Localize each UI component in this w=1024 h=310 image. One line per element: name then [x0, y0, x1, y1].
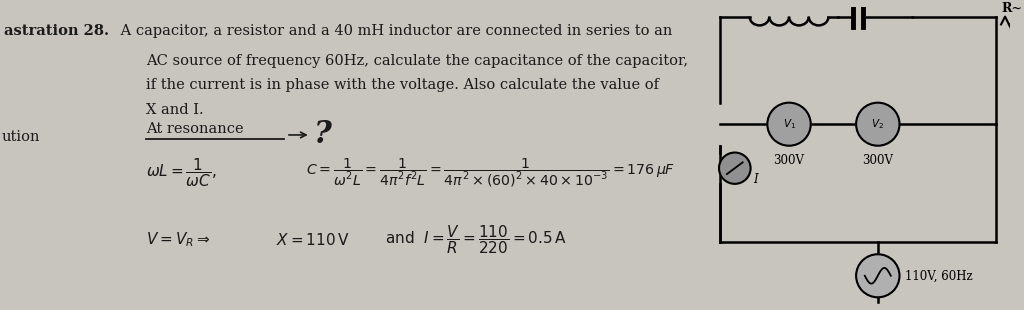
Text: astration 28.: astration 28.: [4, 24, 109, 38]
Text: $\omega L = \dfrac{1}{\omega C}$,: $\omega L = \dfrac{1}{\omega C}$,: [146, 157, 217, 189]
Circle shape: [856, 254, 899, 297]
Text: A capacitor, a resistor and a 40 mH inductor are connected in series to an: A capacitor, a resistor and a 40 mH indu…: [117, 24, 673, 38]
Text: AC source of frequency 60Hz, calculate the capacitance of the capacitor,: AC source of frequency 60Hz, calculate t…: [146, 54, 688, 68]
Circle shape: [856, 103, 899, 146]
Text: ution: ution: [2, 130, 41, 144]
Circle shape: [767, 103, 811, 146]
Text: X and I.: X and I.: [146, 103, 204, 117]
Text: $X = 110\,\mathrm{V}$: $X = 110\,\mathrm{V}$: [276, 232, 350, 248]
Text: $V_1$: $V_1$: [782, 117, 796, 131]
Text: I: I: [754, 173, 758, 186]
Text: $V = V_R \Rightarrow$: $V = V_R \Rightarrow$: [146, 230, 210, 249]
Text: At resonance: At resonance: [146, 122, 244, 136]
Text: 300V: 300V: [773, 153, 805, 166]
Text: $C = \dfrac{1}{\omega^2 L} = \dfrac{1}{4\pi^2 f^2 L} = \dfrac{1}{4\pi^2 \times (: $C = \dfrac{1}{\omega^2 L} = \dfrac{1}{4…: [306, 157, 675, 189]
Circle shape: [719, 153, 751, 184]
Text: $V_2$: $V_2$: [871, 117, 885, 131]
Text: 110V, 60Hz: 110V, 60Hz: [905, 269, 973, 282]
Text: if the current is in phase with the voltage. Also calculate the value of: if the current is in phase with the volt…: [146, 78, 659, 92]
Text: 300V: 300V: [862, 153, 893, 166]
Text: $\mathrm{and}\ \ I = \dfrac{V}{R} = \dfrac{110}{220} = 0.5\,\mathrm{A}$: $\mathrm{and}\ \ I = \dfrac{V}{R} = \dfr…: [385, 223, 566, 256]
Text: R~: R~: [1001, 2, 1022, 15]
Text: ?: ?: [313, 119, 332, 150]
